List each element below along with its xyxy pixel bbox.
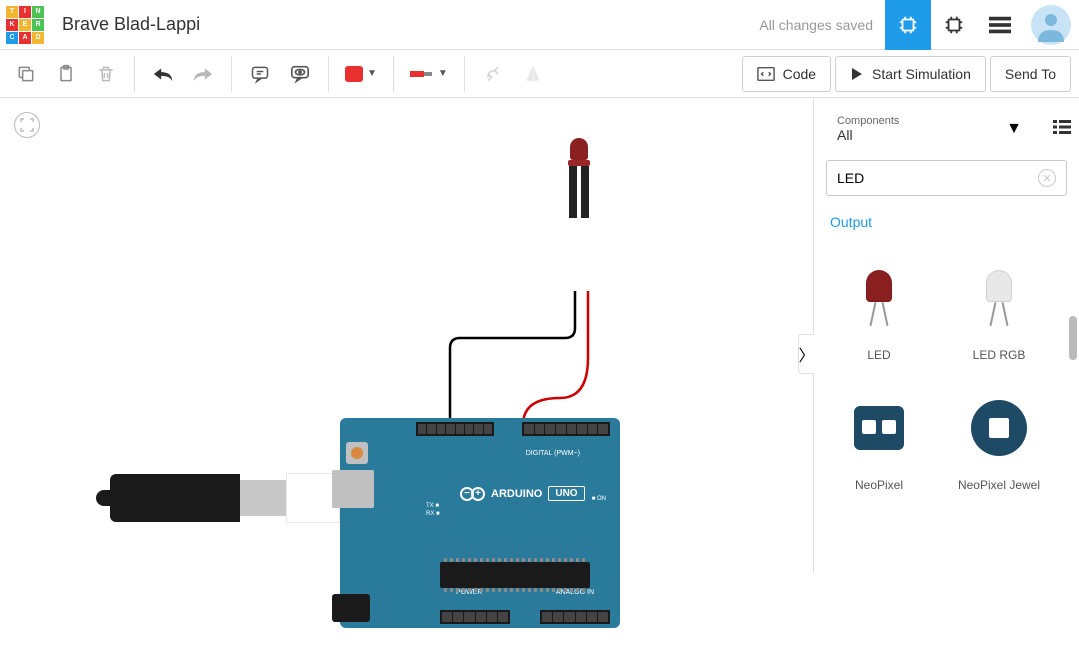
- redo-button[interactable]: [185, 56, 221, 92]
- pin-header-bot-left[interactable]: [440, 610, 510, 624]
- clear-search-button[interactable]: ✕: [1038, 169, 1056, 187]
- mirror-icon: [523, 64, 543, 84]
- mirror-button[interactable]: [515, 56, 551, 92]
- user-avatar[interactable]: [1031, 5, 1071, 45]
- chevron-down-icon: ▼: [1006, 120, 1022, 138]
- play-icon: [850, 67, 864, 81]
- color-swatch-icon: [345, 66, 363, 82]
- tx-rx-label: TX ■RX ■: [426, 502, 440, 518]
- led-bulb: [570, 138, 588, 160]
- arduino-uno-board[interactable]: DIGITAL (PWM~) POWER ANALOG IN −+ ARDUIN…: [340, 418, 620, 628]
- note-icon: [250, 64, 270, 84]
- component-name: LED: [867, 348, 890, 362]
- components-panel: 〉 Components All ▼ ✕ Output LEDLED RGBNe…: [813, 98, 1079, 573]
- start-simulation-button[interactable]: Start Simulation: [835, 56, 986, 92]
- led-legs: [569, 166, 590, 218]
- code-button[interactable]: Code: [742, 56, 831, 92]
- toolbar: ▼ ▼ Code Start Simulation Send To: [0, 50, 1079, 98]
- chevron-down-icon: ▼: [438, 68, 448, 79]
- usb-port: [332, 470, 374, 508]
- zoom-to-fit-button[interactable]: [14, 112, 40, 138]
- component-search[interactable]: ✕: [826, 160, 1067, 196]
- paste-icon: [56, 64, 76, 84]
- delete-button[interactable]: [88, 56, 124, 92]
- schematic-icon: [943, 14, 965, 36]
- circuit-canvas[interactable]: DIGITAL (PWM~) POWER ANALOG IN −+ ARDUIN…: [0, 98, 813, 573]
- reset-button[interactable]: [346, 442, 368, 464]
- wire-color-button[interactable]: ▼: [404, 56, 454, 92]
- send-to-label: Send To: [1005, 66, 1056, 82]
- component-item-neopixel-jewel[interactable]: NeoPixel Jewel: [942, 376, 1056, 500]
- list-icon: [989, 16, 1011, 34]
- on-led-label: ■ ON: [592, 496, 606, 502]
- undo-icon: [152, 65, 174, 83]
- led-component[interactable]: [570, 138, 590, 218]
- chevron-down-icon: ▼: [367, 68, 377, 79]
- panel-collapse-button[interactable]: 〉: [798, 334, 814, 374]
- tab-schematic[interactable]: [931, 0, 977, 50]
- category-output: Output: [814, 206, 1079, 238]
- annotate-button[interactable]: [242, 56, 278, 92]
- arduino-logo: −+ ARDUINO UNO: [460, 486, 585, 501]
- wire-style-icon: [410, 67, 434, 81]
- main-area: DIGITAL (PWM~) POWER ANALOG IN −+ ARDUIN…: [0, 98, 1079, 573]
- start-sim-label: Start Simulation: [872, 66, 971, 82]
- component-name: LED RGB: [973, 348, 1026, 362]
- components-label: Components: [837, 115, 899, 127]
- digital-label: DIGITAL (PWM~): [526, 450, 580, 457]
- avatar-icon: [1034, 8, 1068, 42]
- rotate-button[interactable]: [475, 56, 511, 92]
- list-view-button[interactable]: [1045, 120, 1079, 134]
- pin-header-top-right[interactable]: [522, 422, 610, 436]
- tab-circuit[interactable]: [885, 0, 931, 50]
- tinkercad-logo[interactable]: TINKERCAD: [0, 0, 50, 50]
- copy-button[interactable]: [8, 56, 44, 92]
- component-name: NeoPixel: [855, 478, 903, 492]
- tab-components-list[interactable]: [977, 0, 1023, 50]
- list-view-icon: [1053, 120, 1071, 134]
- eye-note-icon: [289, 64, 311, 84]
- components-value: All: [837, 127, 899, 143]
- chip-icon: [897, 14, 919, 36]
- undo-button[interactable]: [145, 56, 181, 92]
- usb-cable: [110, 473, 340, 523]
- project-name[interactable]: Brave Blad-Lappi: [62, 14, 200, 35]
- scrollbar[interactable]: [1067, 312, 1079, 652]
- component-item-led[interactable]: LED: [822, 246, 936, 370]
- atmega-chip: [440, 562, 590, 588]
- redo-icon: [192, 65, 214, 83]
- power-jack: [332, 594, 370, 622]
- component-item-neopixel[interactable]: NeoPixel: [822, 376, 936, 500]
- components-filter-dropdown[interactable]: Components All ▼: [826, 108, 1033, 150]
- component-name: NeoPixel Jewel: [958, 478, 1040, 492]
- trash-icon: [96, 64, 116, 84]
- fill-color-button[interactable]: ▼: [339, 56, 383, 92]
- code-label: Code: [783, 66, 816, 82]
- pin-header-bot-right[interactable]: [540, 610, 610, 624]
- search-input[interactable]: [837, 170, 1038, 186]
- components-grid: LED LED RGB NeoPixel NeoPixel Jewel: [814, 238, 1079, 508]
- pin-header-top-left[interactable]: [416, 422, 494, 436]
- rotate-icon: [483, 64, 503, 84]
- toggle-visibility-button[interactable]: [282, 56, 318, 92]
- send-to-button[interactable]: Send To: [990, 56, 1071, 92]
- save-status: All changes saved: [759, 17, 873, 33]
- copy-icon: [16, 64, 36, 84]
- fit-icon: [20, 118, 34, 132]
- component-item-led-rgb[interactable]: LED RGB: [942, 246, 1056, 370]
- paste-button[interactable]: [48, 56, 84, 92]
- code-icon: [757, 66, 775, 82]
- app-header: TINKERCAD Brave Blad-Lappi All changes s…: [0, 0, 1079, 50]
